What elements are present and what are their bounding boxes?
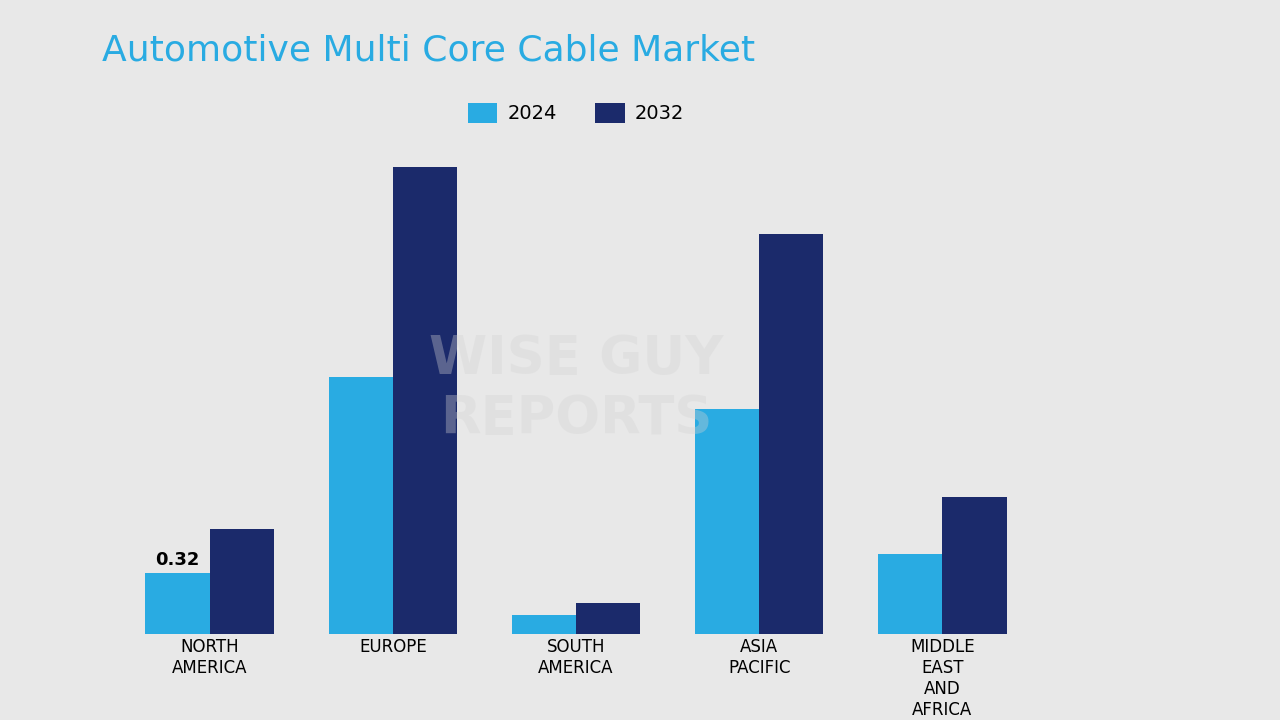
Legend: 2024, 2032: 2024, 2032 [461,95,691,131]
Text: Automotive Multi Core Cable Market: Automotive Multi Core Cable Market [102,33,755,68]
Bar [759,234,823,634]
Bar [210,529,274,634]
Bar [576,603,640,634]
Bar [942,497,1006,634]
Bar [146,572,210,634]
Bar [878,554,942,634]
Text: 0.32: 0.32 [155,551,200,569]
Bar [329,377,393,634]
Bar [512,615,576,634]
Bar [393,167,457,634]
Text: WISE GUY
REPORTS: WISE GUY REPORTS [429,333,723,445]
Bar [695,409,759,634]
